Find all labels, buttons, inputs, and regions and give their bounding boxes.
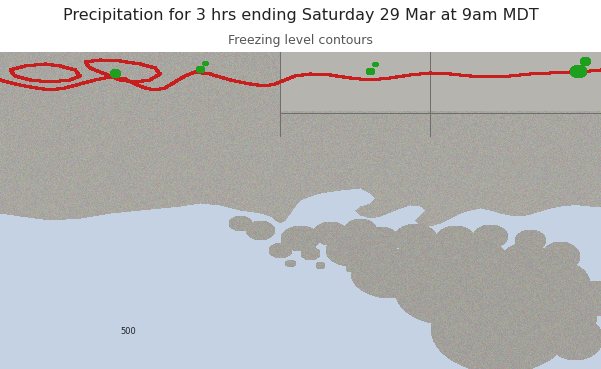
Text: 500: 500 <box>120 327 136 335</box>
Text: Precipitation for 3 hrs ending Saturday 29 Mar at 9am MDT: Precipitation for 3 hrs ending Saturday … <box>63 8 538 23</box>
Text: Freezing level contours: Freezing level contours <box>228 34 373 47</box>
